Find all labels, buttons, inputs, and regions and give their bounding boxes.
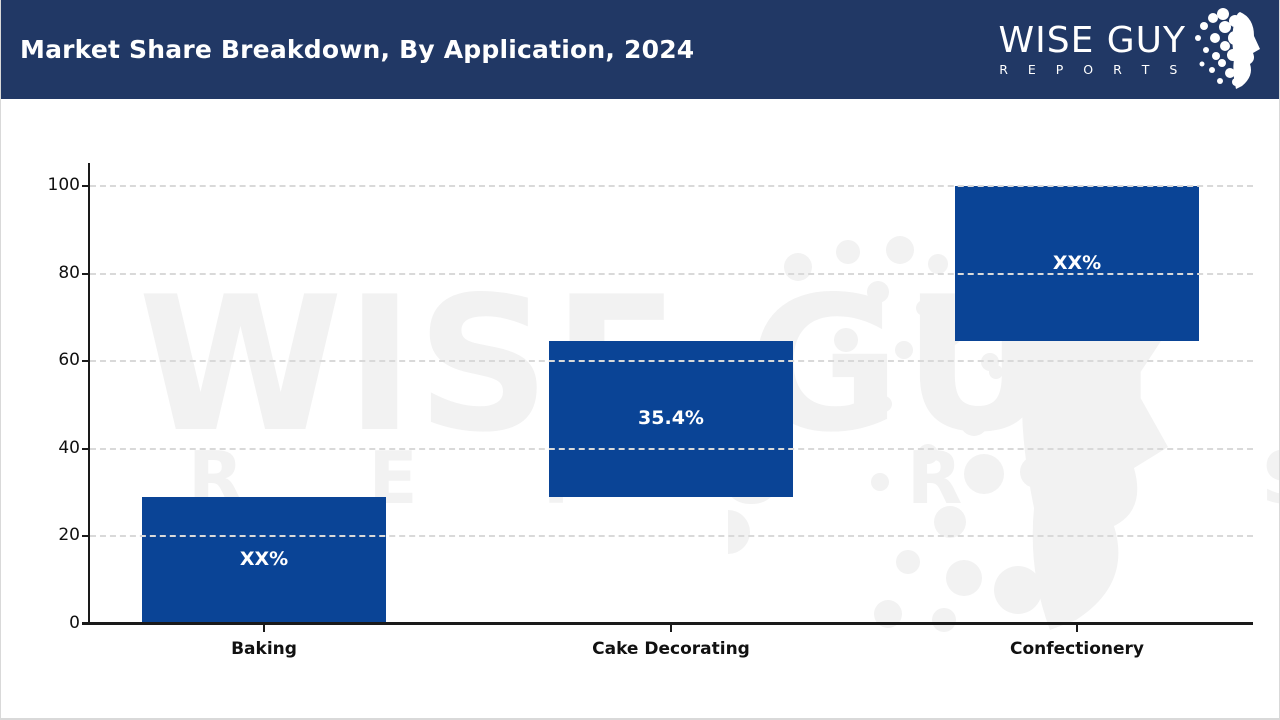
header-bar: Market Share Breakdown, By Application, … xyxy=(0,0,1280,99)
x-axis-line xyxy=(82,622,1253,625)
y-tick-label-80: 80 xyxy=(58,262,80,283)
x-category-label-confectionery: Confectionery xyxy=(1010,639,1144,659)
logo-text: WISE GUY R E P O R T S xyxy=(998,20,1187,78)
gridline-100 xyxy=(90,185,1253,187)
bar-confectionery xyxy=(955,186,1199,342)
y-tick-label-0: 0 xyxy=(69,613,80,633)
bar-baking xyxy=(142,496,386,624)
y-tick-mark-40 xyxy=(82,447,89,450)
bar-value-label-baking: XX% xyxy=(239,548,289,571)
y-tick-mark-60 xyxy=(82,360,89,363)
watermark-dotted-face-icon xyxy=(728,236,1168,632)
x-tick-mark-2 xyxy=(670,625,672,632)
gridline-20 xyxy=(90,535,1253,538)
x-category-label-cake-decorating: Cake Decorating xyxy=(592,639,750,659)
y-tick-label-20: 20 xyxy=(58,525,80,546)
logo-subtext: R E P O R T S xyxy=(999,62,1186,77)
gridline-40 xyxy=(90,447,1253,450)
logo-wordmark: WISE GUY xyxy=(998,20,1186,61)
x-tick-mark-3 xyxy=(1076,625,1078,632)
gridline-60 xyxy=(90,360,1253,363)
y-tick-mark-80 xyxy=(82,272,89,275)
chart-title: Market Share Breakdown, By Application, … xyxy=(20,35,695,64)
y-tick-mark-0 xyxy=(82,623,89,625)
y-tick-label-100: 100 xyxy=(47,175,80,195)
x-tick-mark-1 xyxy=(263,625,265,632)
bar-value-label-confectionery: XX% xyxy=(1052,251,1102,274)
x-category-label-baking: Baking xyxy=(231,639,297,659)
y-axis-line xyxy=(88,163,90,625)
y-tick-label-60: 60 xyxy=(58,350,80,371)
gridline-80 xyxy=(90,272,1253,275)
wise-guy-reports-logo: WISE GUY R E P O R T S xyxy=(999,7,1262,93)
logo-dotted-face-icon xyxy=(1195,8,1260,89)
bar-cake-decorating xyxy=(549,341,793,497)
y-tick-mark-20 xyxy=(82,535,89,538)
bar-value-label-cake-decorating: 35.4% xyxy=(638,407,704,430)
y-tick-mark-100 xyxy=(82,185,89,187)
y-tick-label-40: 40 xyxy=(58,437,80,458)
